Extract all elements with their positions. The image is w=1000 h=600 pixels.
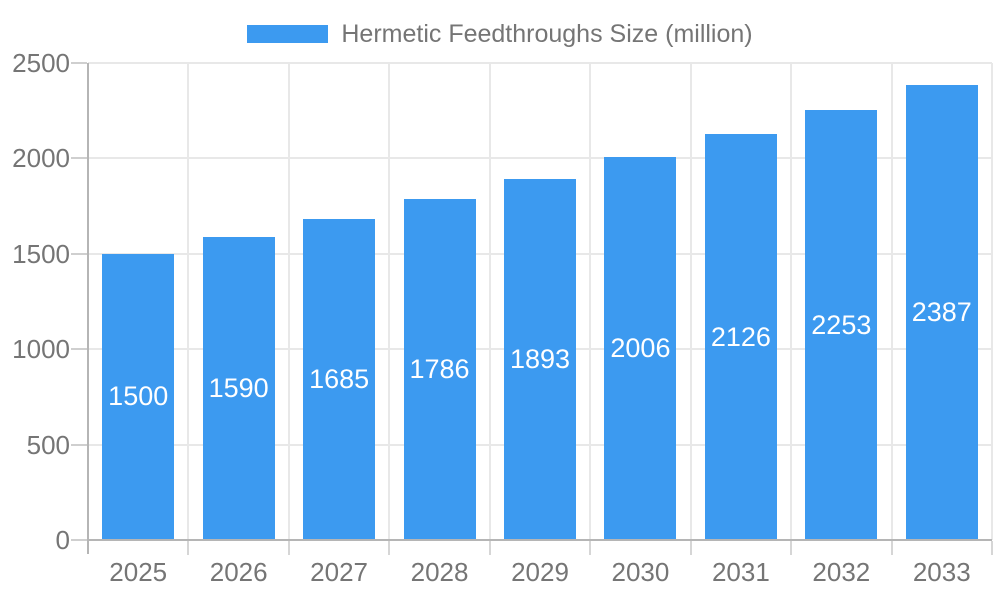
legend-label: Hermetic Feedthroughs Size (million) <box>341 19 753 48</box>
v-gridline <box>187 63 190 540</box>
y-tick-label: 1000 <box>12 334 70 365</box>
bar: 1786 <box>403 199 476 540</box>
bar-value-label: 2387 <box>911 296 972 327</box>
x-axis-line <box>88 539 992 541</box>
h-gridline <box>88 157 992 160</box>
x-tick-mark <box>790 541 793 555</box>
y-tick-label: 500 <box>26 429 70 460</box>
x-tick-mark <box>488 541 491 555</box>
plot-area: 1500 1590 1685 1786 1893 2006 2126 2253 2387 0 50… <box>12 50 993 587</box>
bar: 1685 <box>303 218 376 540</box>
bar-value-label: 1893 <box>509 343 571 374</box>
bar: 1590 <box>202 236 275 540</box>
x-tick-label: 2033 <box>912 557 971 587</box>
x-tick-label: 2025 <box>109 557 168 587</box>
bar-value-label: 1685 <box>309 363 370 394</box>
v-gridline <box>991 63 993 540</box>
y-tick-mark <box>71 252 87 255</box>
y-tick-mark <box>71 539 87 541</box>
x-tick-label: 2031 <box>711 557 770 587</box>
x-tick-label: 2027 <box>310 557 369 587</box>
y-tick-label: 2500 <box>12 48 70 78</box>
x-tick-mark <box>287 541 290 555</box>
bar-value-label: 2126 <box>710 321 771 352</box>
y-tick-mark <box>71 157 87 160</box>
bar: 2253 <box>805 110 878 540</box>
x-tick-label: 2026 <box>209 557 268 587</box>
x-tick-mark <box>187 541 190 555</box>
bar: 2126 <box>704 134 777 540</box>
bar-value-label: 1786 <box>409 354 470 385</box>
v-gridline <box>790 63 793 540</box>
bar-value-label: 2006 <box>610 333 671 364</box>
x-tick-mark <box>991 541 993 555</box>
legend-swatch <box>247 25 329 43</box>
x-tick-label: 2032 <box>812 557 871 587</box>
chart-legend: Hermetic Feedthroughs Size (million) <box>0 18 1000 50</box>
x-tick-mark <box>689 541 692 555</box>
x-tick-label: 2030 <box>611 557 670 587</box>
x-tick-label: 2028 <box>410 557 469 587</box>
y-tick-mark <box>71 62 87 64</box>
bar-value-label: 1500 <box>108 381 169 412</box>
bar: 2387 <box>905 84 978 540</box>
bar-value-label: 2253 <box>811 309 872 340</box>
x-tick-mark <box>890 541 893 555</box>
v-gridline <box>890 63 893 540</box>
y-tick-mark <box>71 443 87 446</box>
bar: 2006 <box>604 157 677 540</box>
h-gridline <box>88 62 992 64</box>
bar: 1893 <box>504 178 576 540</box>
y-tick-label: 1500 <box>12 238 70 269</box>
y-tick-label: 0 <box>55 525 70 555</box>
v-gridline <box>589 63 592 540</box>
y-tick-mark <box>71 348 87 351</box>
v-gridline <box>287 63 290 540</box>
y-tick-label: 2000 <box>12 143 70 174</box>
v-gridline <box>488 63 491 540</box>
x-tick-mark <box>388 541 391 555</box>
y-axis-line <box>87 63 89 554</box>
v-gridline <box>388 63 391 540</box>
bar-value-label: 1590 <box>208 372 269 403</box>
x-tick-mark <box>589 541 592 555</box>
x-tick-label: 2029 <box>511 557 569 587</box>
bar: 1500 <box>102 253 175 540</box>
v-gridline <box>689 63 692 540</box>
